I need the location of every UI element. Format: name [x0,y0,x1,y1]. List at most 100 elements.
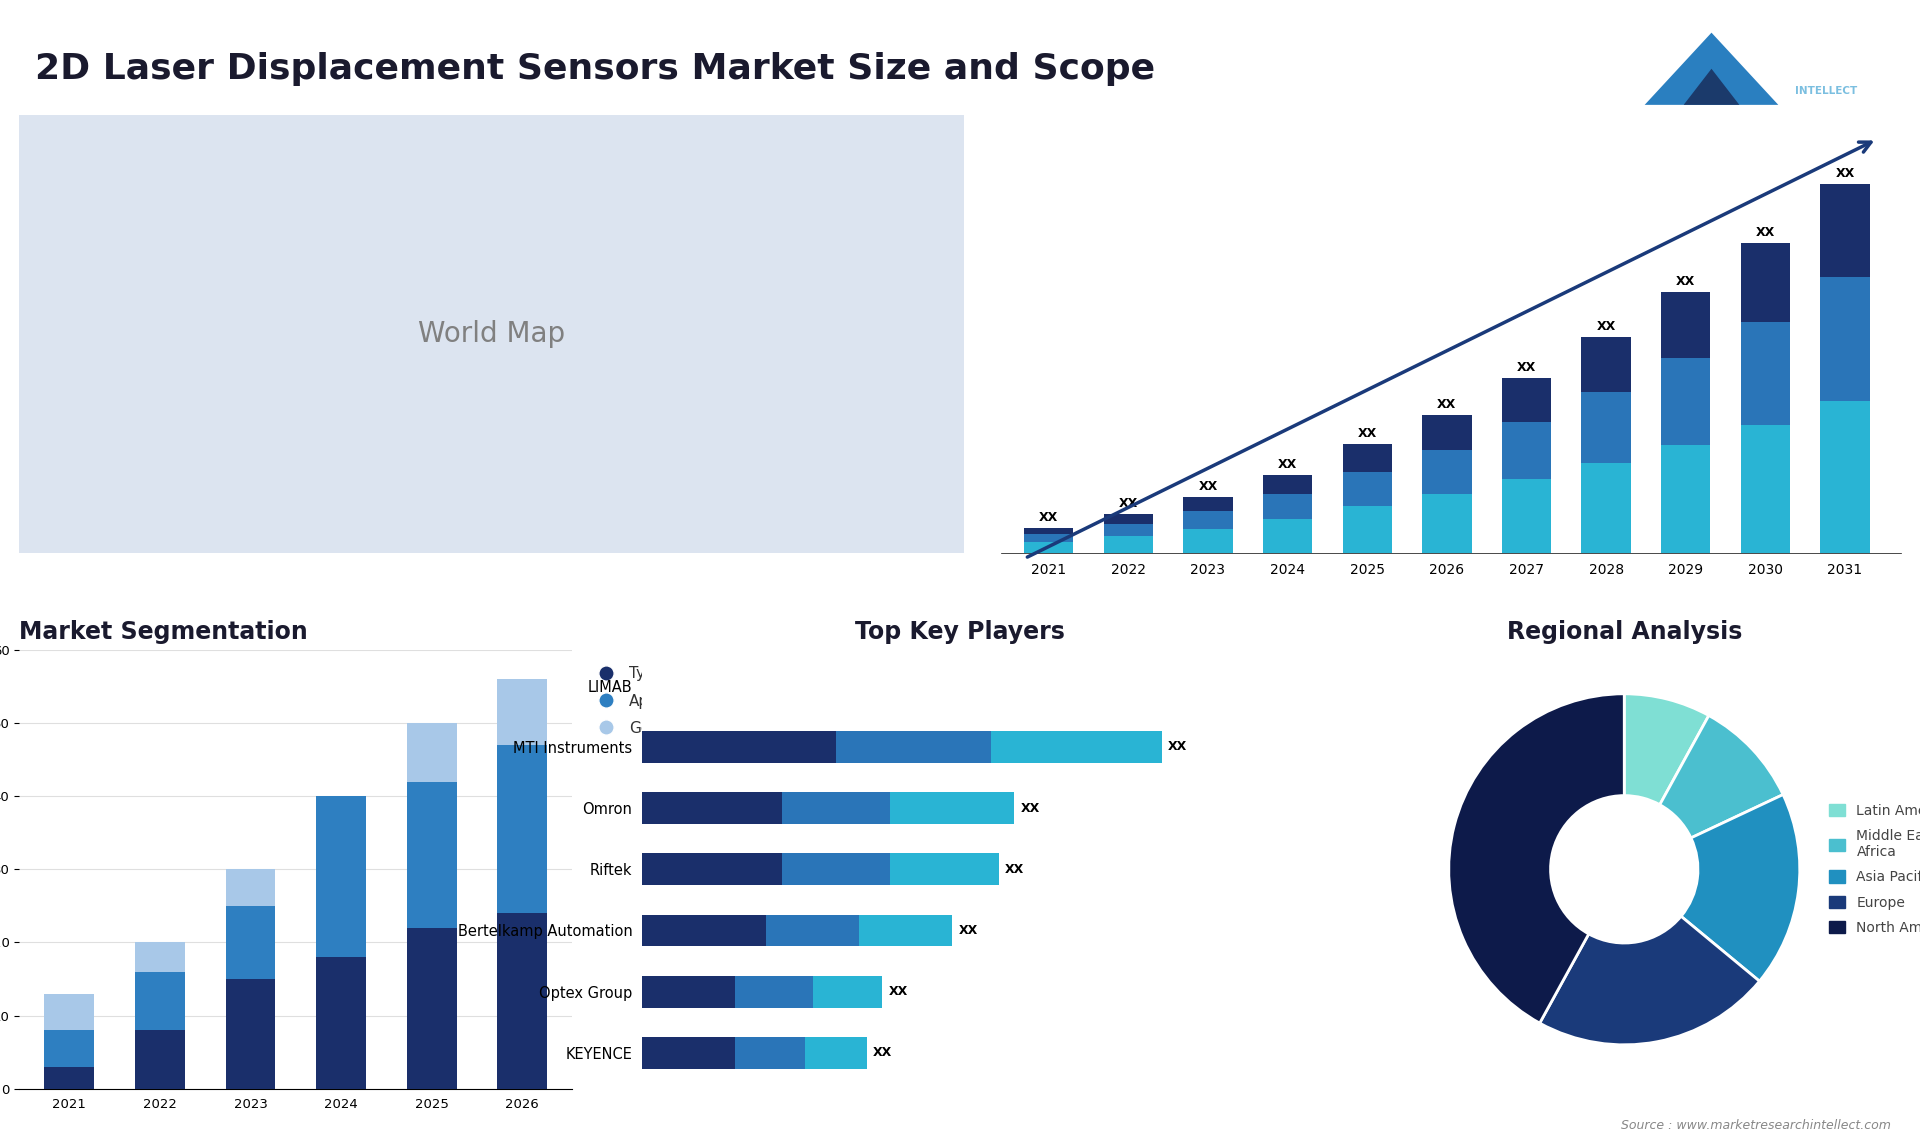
Bar [1423,494,1471,554]
Legend: Latin America, Middle East &
Africa, Asia Pacific, Europe, North America: Latin America, Middle East & Africa, Asi… [1828,804,1920,935]
Bar [1023,534,1073,542]
Bar [134,972,184,1030]
Text: World Map: World Map [419,320,564,348]
Bar [44,1067,94,1089]
Text: XX: XX [1357,427,1377,440]
Bar [812,975,883,1007]
Bar [44,994,94,1030]
Bar [134,1030,184,1089]
Bar [891,792,1014,824]
Wedge shape [1624,693,1709,804]
Bar [497,680,547,745]
Bar [134,942,184,972]
Bar [407,723,457,782]
Bar [835,731,991,763]
Bar [1342,444,1392,471]
Bar [1501,422,1551,479]
Bar [44,1030,94,1067]
Text: XX: XX [1438,399,1457,411]
Bar [1423,450,1471,494]
Bar [1183,528,1233,554]
Bar [407,928,457,1089]
Bar [804,1037,868,1069]
Wedge shape [1450,693,1624,1023]
Text: XX: XX [1198,480,1217,493]
Legend: Type, Application, Geography: Type, Application, Geography [591,666,714,736]
Bar [407,782,457,928]
Bar [1183,497,1233,511]
Polygon shape [1645,33,1778,104]
Bar [641,1037,735,1069]
Bar [1661,292,1711,359]
Text: Market Segmentation: Market Segmentation [19,620,307,644]
Bar [891,854,998,885]
Bar [1104,513,1154,524]
Polygon shape [1684,69,1740,104]
Bar [1661,445,1711,554]
Text: XX: XX [1167,740,1187,753]
Bar [317,796,367,957]
Bar [497,745,547,913]
Bar [1342,471,1392,507]
Text: XX: XX [1279,457,1298,471]
Bar [641,915,766,947]
Title: Regional Analysis: Regional Analysis [1507,620,1741,644]
Bar [1582,463,1630,554]
Bar [1501,479,1551,554]
Title: Top Key Players: Top Key Players [854,620,1066,644]
Bar [641,854,781,885]
Bar [1263,474,1311,494]
Bar [1023,542,1073,554]
Bar [225,870,275,905]
Bar [225,905,275,979]
Bar [317,957,367,1089]
Bar [1741,425,1789,554]
Bar [1501,378,1551,422]
Bar [766,915,858,947]
Bar [991,731,1162,763]
Text: XX: XX [889,986,908,998]
Text: XX: XX [1517,361,1536,374]
Bar [735,975,812,1007]
Text: Source : www.marketresearchintellect.com: Source : www.marketresearchintellect.com [1620,1120,1891,1132]
Text: XX: XX [1021,802,1041,815]
Bar [1582,392,1630,463]
Bar [1741,243,1789,322]
Text: RESEARCH: RESEARCH [1795,64,1857,73]
Bar [1423,415,1471,450]
Bar [735,1037,804,1069]
Bar [1104,524,1154,535]
Bar [1582,337,1630,392]
Bar [641,731,835,763]
Text: MARKET: MARKET [1795,41,1843,52]
Bar [1820,183,1870,277]
Text: XX: XX [1119,497,1139,510]
Wedge shape [1682,794,1799,981]
Bar [1820,401,1870,554]
Bar [1661,359,1711,445]
Bar [497,913,547,1089]
Bar [781,792,891,824]
Circle shape [1551,795,1697,943]
Text: XX: XX [1597,321,1617,333]
Text: XX: XX [958,924,977,937]
Text: XX: XX [1836,166,1855,180]
Bar [1023,528,1073,534]
Bar [781,854,891,885]
Text: XX: XX [1755,226,1776,238]
Bar [858,915,952,947]
Bar [1741,322,1789,425]
FancyBboxPatch shape [19,115,964,554]
Bar [641,975,735,1007]
Wedge shape [1659,715,1784,838]
Text: XX: XX [874,1046,893,1059]
Text: XX: XX [1004,863,1023,876]
Text: XX: XX [1676,275,1695,288]
Text: INTELLECT: INTELLECT [1795,86,1857,96]
Bar [1263,519,1311,554]
Bar [1342,507,1392,554]
Text: XX: XX [1039,511,1058,524]
Wedge shape [1540,917,1759,1045]
Bar [641,792,781,824]
Bar [1104,535,1154,554]
